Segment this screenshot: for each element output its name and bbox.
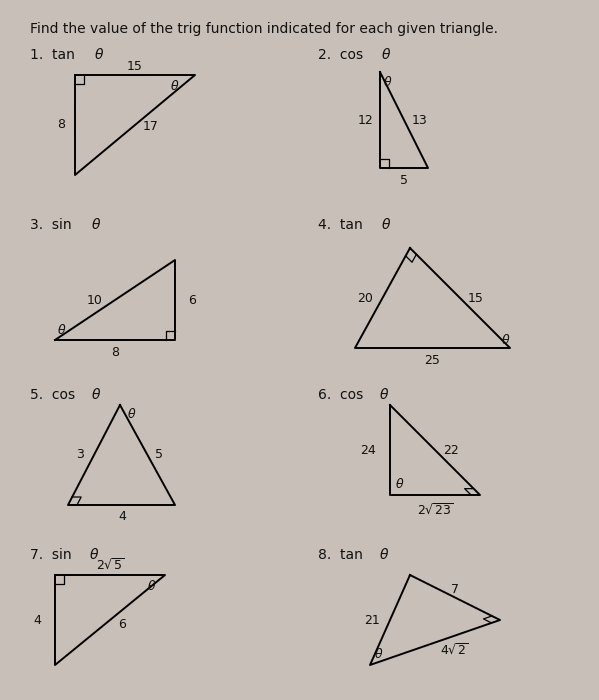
Text: θ: θ [90, 548, 98, 562]
Text: 4.  tan: 4. tan [318, 218, 367, 232]
Text: 15: 15 [127, 60, 143, 74]
Text: θ: θ [384, 76, 392, 90]
Text: 4: 4 [118, 510, 126, 524]
Text: 22: 22 [443, 444, 459, 456]
Text: Find the value of the trig function indicated for each given triangle.: Find the value of the trig function indi… [30, 22, 498, 36]
Text: 2.  cos: 2. cos [318, 48, 368, 62]
Text: 13: 13 [412, 113, 428, 127]
Text: 25: 25 [424, 354, 440, 367]
Text: θ: θ [92, 218, 101, 232]
Text: 24: 24 [360, 444, 376, 456]
Text: $4\sqrt{2}$: $4\sqrt{2}$ [440, 643, 469, 658]
Text: 4: 4 [33, 613, 41, 626]
Text: 6.  cos: 6. cos [318, 388, 368, 402]
Text: 15: 15 [468, 291, 484, 304]
Text: 10: 10 [87, 293, 103, 307]
Text: 5.  cos: 5. cos [30, 388, 80, 402]
Text: 8: 8 [111, 346, 119, 358]
Text: 8.  tan: 8. tan [318, 548, 367, 562]
Text: 7: 7 [451, 583, 459, 596]
Text: θ: θ [171, 80, 179, 94]
Text: θ: θ [380, 388, 389, 402]
Text: θ: θ [396, 477, 404, 491]
Text: θ: θ [92, 388, 101, 402]
Text: 5: 5 [156, 449, 164, 461]
Text: 3: 3 [76, 449, 84, 461]
Text: 8: 8 [57, 118, 65, 132]
Text: 20: 20 [356, 291, 373, 304]
Text: θ: θ [58, 323, 66, 337]
Text: θ: θ [382, 218, 391, 232]
Text: θ: θ [502, 333, 510, 346]
Text: 7.  sin: 7. sin [30, 548, 76, 562]
Text: 12: 12 [358, 113, 374, 127]
Text: θ: θ [380, 548, 389, 562]
Text: θ: θ [375, 648, 383, 662]
Text: $2\sqrt{5}$: $2\sqrt{5}$ [95, 557, 125, 573]
Text: 6: 6 [188, 293, 196, 307]
Text: 6: 6 [118, 619, 126, 631]
Text: θ: θ [128, 409, 135, 421]
Text: 1.  tan: 1. tan [30, 48, 79, 62]
Text: 21: 21 [364, 613, 380, 626]
Text: 17: 17 [143, 120, 159, 134]
Text: 5: 5 [400, 174, 408, 186]
Text: θ: θ [382, 48, 391, 62]
Text: θ: θ [148, 580, 156, 592]
Text: 3.  sin: 3. sin [30, 218, 76, 232]
Text: $2\sqrt{23}$: $2\sqrt{23}$ [416, 503, 453, 517]
Text: θ: θ [95, 48, 104, 62]
